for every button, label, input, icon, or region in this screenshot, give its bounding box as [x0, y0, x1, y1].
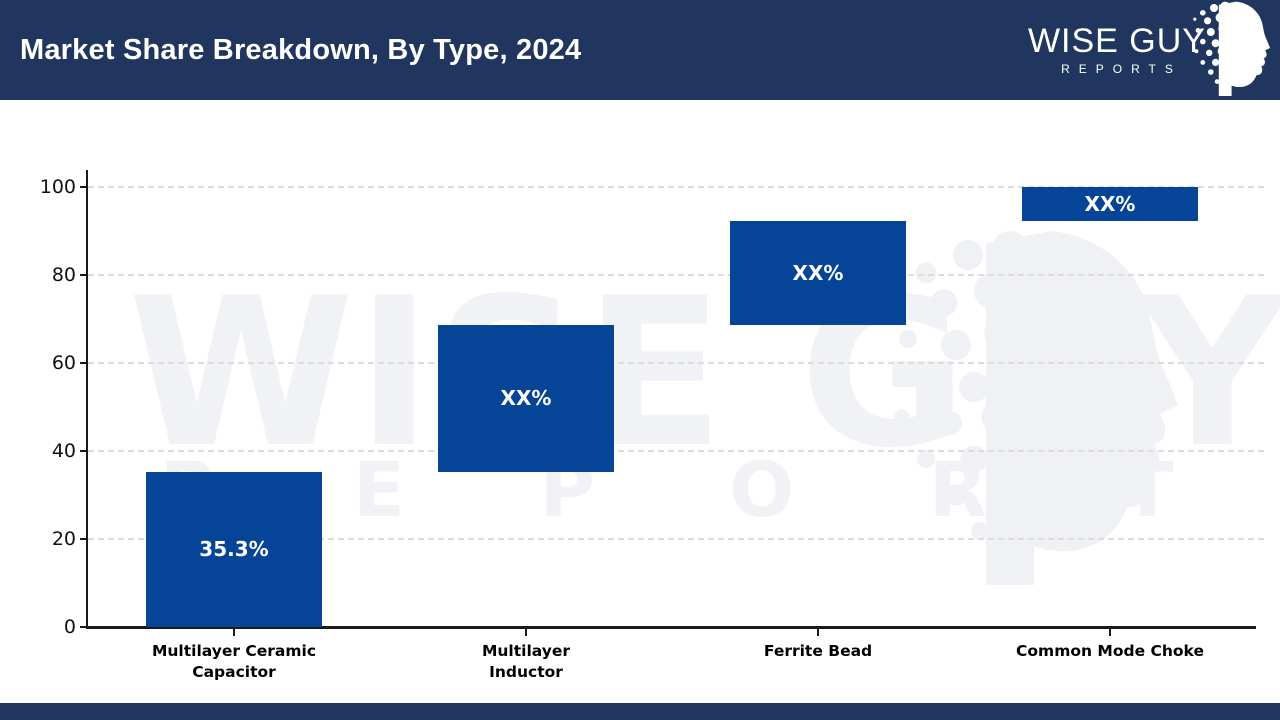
x-category-label-line: Capacitor	[192, 663, 276, 681]
page-title: Market Share Breakdown, By Type, 2024	[20, 33, 582, 66]
bar-segment: XX%	[730, 221, 906, 326]
x-tick-mark	[525, 627, 527, 636]
x-category-label-line: Inductor	[489, 663, 563, 681]
logo-face-icon	[1193, 1, 1270, 96]
y-tick-label: 20	[51, 528, 76, 550]
y-tick-label: 80	[51, 264, 76, 286]
y-tick-label: 100	[39, 176, 76, 198]
x-axis-line	[86, 626, 1256, 629]
logo-wordmark: WISE GUY	[1027, 22, 1206, 60]
bar-segment: 35.3%	[146, 471, 322, 627]
x-category-label-line: Ferrite Bead	[763, 642, 873, 660]
y-tick-mark	[80, 362, 88, 364]
y-tick-mark	[80, 186, 88, 188]
x-category-label: Multilayer Inductor	[376, 641, 676, 683]
x-category-label: Common Mode Choke	[960, 641, 1260, 662]
y-tick-label: 40	[51, 440, 76, 462]
x-tick-mark	[817, 627, 819, 636]
wise-guy-logo: WISE GUY REPORTS	[1028, 1, 1280, 96]
bar-value-label: XX%	[500, 386, 552, 411]
gridline	[88, 274, 1264, 276]
x-category-label: Multilayer Ceramic Capacitor	[84, 641, 384, 683]
gridline	[88, 450, 1264, 452]
header-bar: Market Share Breakdown, By Type, 2024 WI…	[0, 0, 1280, 100]
logo-reports-text: REPORTS	[1061, 62, 1182, 76]
x-category-label-line: Common Mode Choke	[1016, 642, 1204, 660]
y-axis-line	[86, 170, 88, 629]
bar-segment: XX%	[438, 325, 614, 472]
x-tick-mark	[1109, 627, 1111, 636]
gridline	[88, 186, 1264, 188]
x-category-label-line: Multilayer Ceramic	[151, 642, 317, 660]
y-tick-label: 0	[63, 616, 76, 638]
y-tick-mark	[80, 450, 88, 452]
y-tick-mark	[80, 274, 88, 276]
x-category-label-line: Multilayer	[481, 642, 571, 660]
x-tick-mark	[233, 627, 235, 636]
bar-value-label: 35.3%	[199, 537, 269, 562]
footer-bar	[0, 703, 1280, 720]
gridline	[88, 538, 1264, 540]
y-tick-mark	[80, 626, 88, 628]
gridline	[88, 362, 1264, 364]
bar-value-label: XX%	[1084, 192, 1136, 217]
logo-text: WISE GUY REPORTS	[1028, 24, 1206, 76]
y-tick-label: 60	[51, 352, 76, 374]
bar-segment: XX%	[1022, 187, 1198, 222]
y-tick-mark	[80, 538, 88, 540]
bar-value-label: XX%	[792, 261, 844, 286]
x-category-label: Ferrite Bead	[668, 641, 968, 662]
